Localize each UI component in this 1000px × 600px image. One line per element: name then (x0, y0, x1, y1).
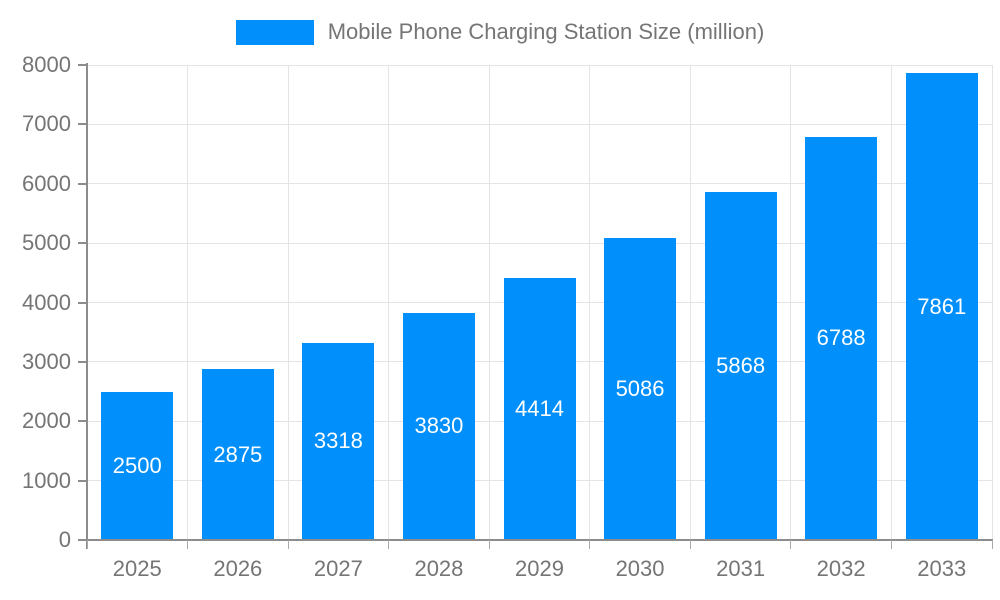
legend-swatch-icon (235, 19, 314, 45)
bar-value-label: 6788 (816, 325, 866, 351)
bar-value-label: 7861 (917, 293, 967, 319)
x-axis-tick (890, 540, 892, 549)
y-gridline (87, 242, 992, 244)
x-axis-label-2025: 2025 (112, 556, 162, 581)
bar-value-label: 4414 (515, 395, 564, 421)
x-gridline (287, 65, 289, 540)
y-axis-tick-label: 0 (58, 527, 71, 552)
x-axis-label-2030: 2030 (615, 556, 665, 581)
y-axis-tick-label: 4000 (22, 289, 71, 315)
y-gridline (87, 123, 992, 125)
x-axis-line (87, 539, 993, 541)
y-axis-tick-label: 1000 (22, 467, 71, 493)
bar-2026[interactable] (201, 369, 274, 540)
x-axis-tick (589, 540, 591, 549)
x-gridline (689, 65, 691, 540)
y-axis-tick (78, 123, 86, 126)
x-axis-tick (388, 540, 390, 549)
x-axis-tick (86, 540, 88, 549)
x-gridline (488, 65, 490, 540)
y-axis-tick-label: 2000 (22, 408, 71, 434)
y-axis-tick-label: 5000 (22, 230, 71, 256)
x-axis-label-2033: 2033 (917, 556, 967, 581)
bar-value-label: 3830 (414, 413, 464, 439)
y-gridline (87, 183, 992, 185)
y-axis-tick (78, 301, 86, 304)
bar-value-label: 5868 (716, 352, 766, 378)
bar-2025[interactable] (101, 391, 174, 540)
bar-value-label: 2500 (112, 452, 162, 478)
bar-2031[interactable] (704, 191, 777, 540)
bar-2029[interactable] (503, 277, 576, 540)
legend[interactable]: Mobile Phone Charging Station Size (mill… (0, 12, 1000, 52)
x-axis-tick (287, 540, 289, 549)
x-axis-label-2026: 2026 (213, 556, 263, 581)
x-gridline (187, 65, 189, 540)
x-axis-label-2032: 2032 (816, 556, 866, 581)
x-axis-label-2028: 2028 (414, 556, 464, 581)
x-axis-label-2031: 2031 (716, 556, 766, 581)
x-axis-label-2027: 2027 (313, 556, 363, 581)
bar-value-label: 3318 (313, 428, 363, 454)
x-gridline (589, 65, 591, 540)
y-axis-tick (78, 64, 86, 66)
y-axis-tick (78, 479, 86, 482)
x-axis-label-2029: 2029 (515, 556, 564, 581)
y-axis-tick-label: 7000 (22, 111, 71, 137)
x-axis-tick (488, 540, 490, 549)
y-axis-tick (78, 360, 86, 363)
y-axis-tick (78, 420, 86, 423)
x-gridline (890, 65, 892, 540)
y-axis-tick (78, 242, 86, 245)
bar-value-label: 2875 (213, 441, 263, 467)
bar-2028[interactable] (402, 312, 475, 540)
bar-2030[interactable] (604, 238, 677, 540)
y-gridline (87, 64, 992, 66)
x-gridline (991, 65, 993, 540)
y-axis-tick-label: 3000 (22, 348, 71, 374)
x-gridline (790, 65, 792, 540)
bar-2027[interactable] (302, 342, 375, 540)
x-axis-tick (689, 540, 691, 549)
y-axis-line (86, 63, 88, 549)
bar-2033[interactable] (905, 73, 978, 540)
y-axis-tick-label: 8000 (22, 52, 71, 77)
x-axis-tick (991, 540, 993, 549)
x-axis-tick (187, 540, 189, 549)
y-axis-tick (78, 182, 86, 185)
y-axis-tick (78, 539, 86, 541)
bar-2032[interactable] (805, 136, 878, 540)
x-axis-tick (790, 540, 792, 549)
legend-label: Mobile Phone Charging Station Size (mill… (327, 19, 765, 44)
y-axis-tick-label: 6000 (22, 170, 71, 196)
bar-value-label: 5086 (615, 376, 665, 401)
x-gridline (388, 65, 390, 540)
